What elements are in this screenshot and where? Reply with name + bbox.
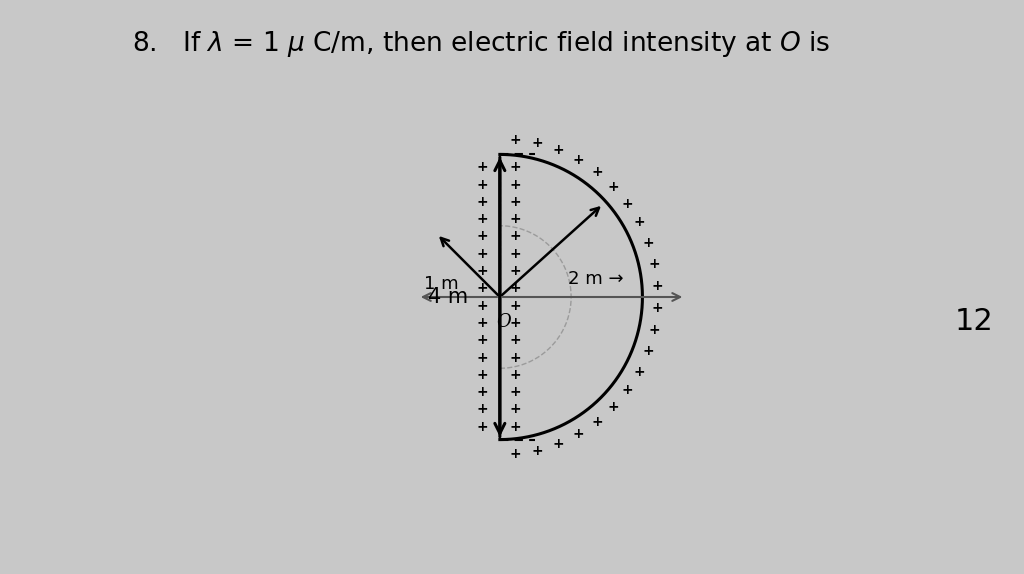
Text: +: + [531, 136, 544, 150]
Text: +: + [510, 160, 521, 174]
Text: +: + [553, 437, 564, 451]
Text: +: + [476, 385, 487, 399]
Text: +: + [510, 402, 521, 417]
Text: +: + [476, 281, 487, 296]
Text: +: + [476, 368, 487, 382]
Text: +: + [476, 230, 487, 243]
Text: +: + [531, 444, 544, 457]
Text: +: + [510, 177, 521, 192]
Text: 12: 12 [954, 307, 993, 336]
Text: +: + [643, 236, 654, 250]
Text: +: + [643, 344, 654, 358]
Text: +: + [510, 351, 521, 364]
Text: +: + [476, 212, 487, 226]
Text: +: + [510, 333, 521, 347]
Text: +: + [607, 400, 620, 414]
Text: 2 m →: 2 m → [568, 270, 624, 289]
Text: +: + [622, 197, 634, 211]
Text: +: + [510, 264, 521, 278]
Text: +: + [510, 385, 521, 399]
Text: O: O [496, 313, 511, 331]
Text: +: + [510, 316, 521, 330]
Text: +: + [572, 153, 585, 166]
Text: +: + [510, 133, 521, 146]
Text: +: + [476, 298, 487, 313]
Text: +: + [634, 364, 645, 378]
Text: 1 m: 1 m [424, 276, 459, 293]
Text: 4 m: 4 m [428, 287, 468, 307]
Text: +: + [510, 281, 521, 296]
Text: +: + [510, 247, 521, 261]
Text: +: + [607, 180, 620, 194]
Text: +: + [591, 165, 603, 179]
Text: +: + [652, 301, 664, 315]
Text: +: + [476, 160, 487, 174]
Text: +: + [553, 143, 564, 157]
Text: +: + [622, 383, 634, 397]
Text: +: + [476, 402, 487, 417]
Text: +: + [649, 323, 660, 337]
Text: +: + [510, 212, 521, 226]
Text: +: + [476, 264, 487, 278]
Text: +: + [510, 298, 521, 313]
Text: +: + [649, 257, 660, 271]
Text: +: + [510, 195, 521, 209]
Text: +: + [476, 316, 487, 330]
Text: +: + [634, 215, 645, 230]
Text: +: + [476, 420, 487, 434]
Text: +: + [591, 415, 603, 429]
Text: +: + [572, 427, 585, 441]
Text: +: + [652, 279, 664, 293]
Text: +: + [476, 351, 487, 364]
Text: +: + [476, 195, 487, 209]
Text: +: + [476, 333, 487, 347]
Text: +: + [510, 420, 521, 434]
Text: +: + [510, 448, 521, 461]
Text: +: + [476, 247, 487, 261]
Text: +: + [510, 230, 521, 243]
Text: +: + [476, 177, 487, 192]
Text: +: + [510, 368, 521, 382]
Text: 8.   If $\lambda$ = 1 $\mu$ C/m, then electric field intensity at $O$ is: 8. If $\lambda$ = 1 $\mu$ C/m, then elec… [132, 29, 830, 59]
